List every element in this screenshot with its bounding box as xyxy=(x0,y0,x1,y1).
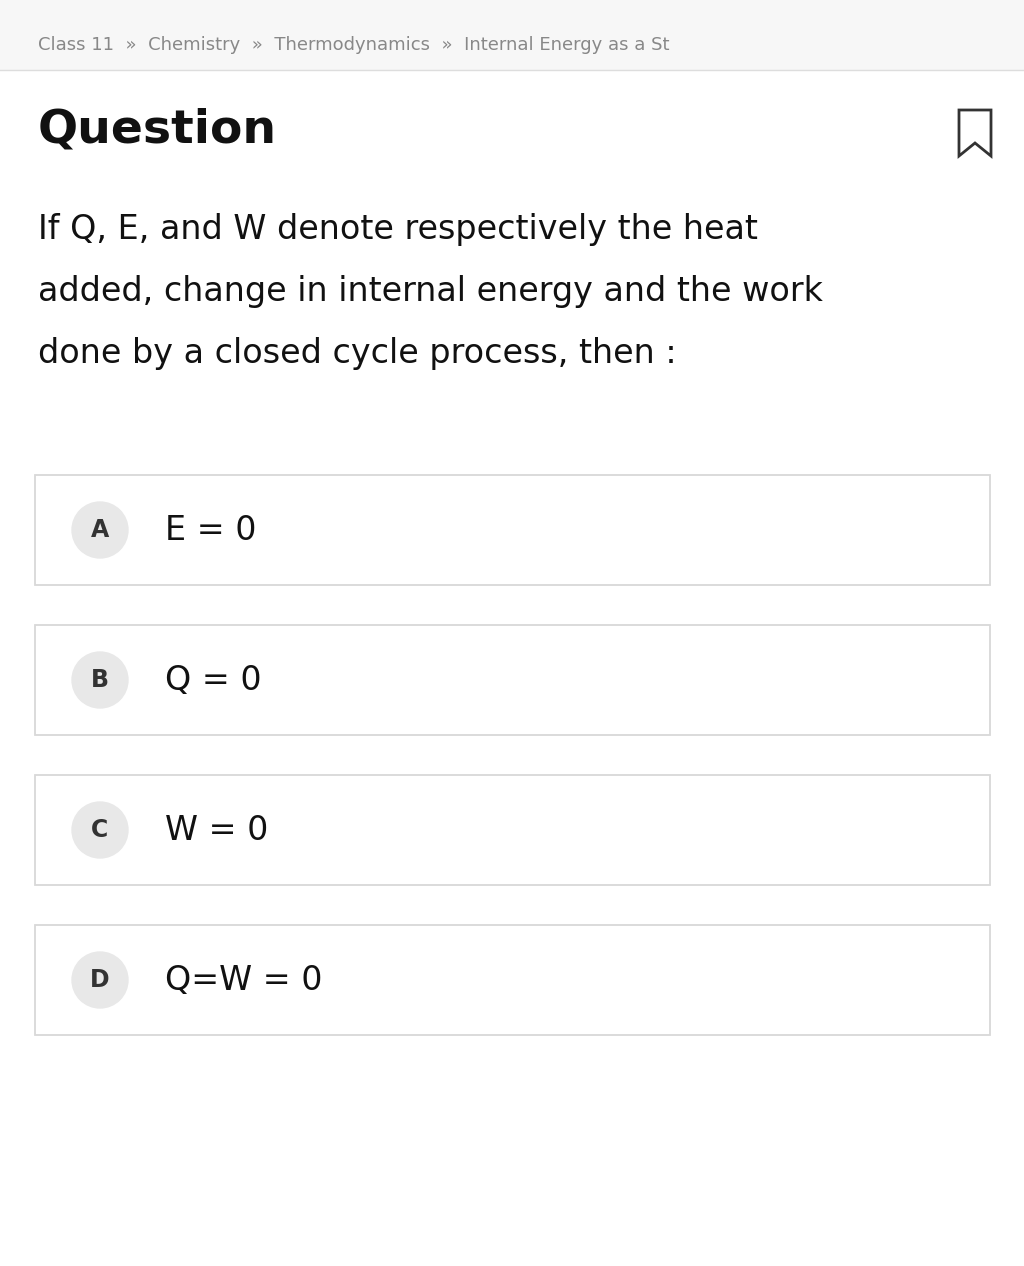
Text: Question: Question xyxy=(38,108,278,152)
Text: If Q, E, and W denote respectively the heat: If Q, E, and W denote respectively the h… xyxy=(38,214,758,247)
FancyBboxPatch shape xyxy=(35,625,990,736)
Circle shape xyxy=(72,801,128,858)
Circle shape xyxy=(72,503,128,558)
FancyBboxPatch shape xyxy=(35,475,990,585)
Text: Q=W = 0: Q=W = 0 xyxy=(165,963,323,996)
FancyBboxPatch shape xyxy=(0,0,1024,70)
Text: W = 0: W = 0 xyxy=(165,814,268,847)
Text: added, change in internal energy and the work: added, change in internal energy and the… xyxy=(38,276,823,309)
Text: done by a closed cycle process, then :: done by a closed cycle process, then : xyxy=(38,338,677,371)
Text: Class 11  »  Chemistry  »  Thermodynamics  »  Internal Energy as a St: Class 11 » Chemistry » Thermodynamics » … xyxy=(38,35,670,54)
Circle shape xyxy=(72,652,128,708)
Circle shape xyxy=(72,952,128,1008)
Text: D: D xyxy=(90,968,110,993)
Text: C: C xyxy=(91,818,109,842)
Text: B: B xyxy=(91,668,109,693)
Text: A: A xyxy=(91,518,110,542)
Text: E = 0: E = 0 xyxy=(165,514,256,547)
Text: Q = 0: Q = 0 xyxy=(165,663,261,696)
FancyBboxPatch shape xyxy=(35,775,990,885)
FancyBboxPatch shape xyxy=(35,925,990,1036)
